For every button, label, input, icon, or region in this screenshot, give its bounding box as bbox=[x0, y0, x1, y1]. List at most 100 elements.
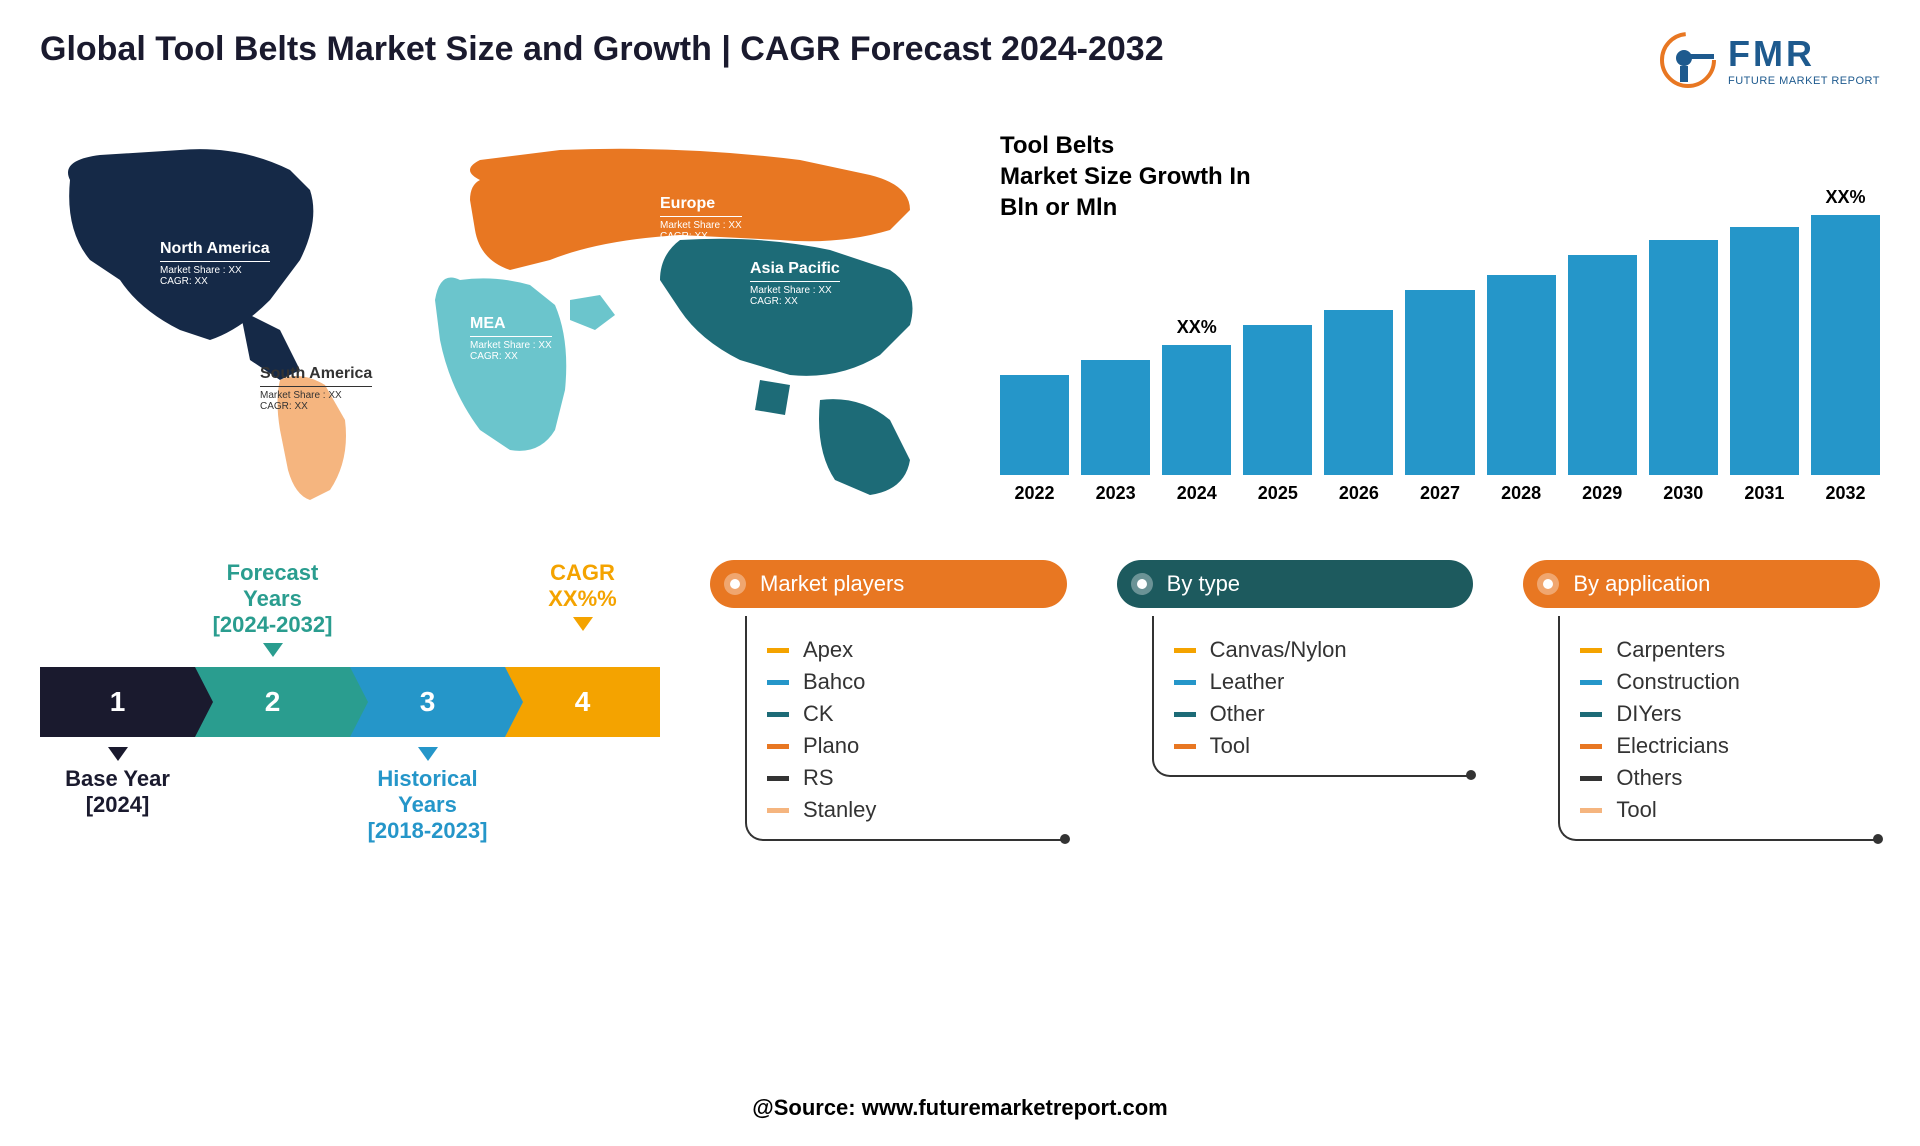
bar-year-label: 2031 bbox=[1744, 483, 1784, 504]
timeline-label: CAGR bbox=[505, 560, 660, 586]
category-item-label: Other bbox=[1210, 701, 1265, 727]
bar-year-label: 2028 bbox=[1501, 483, 1541, 504]
bar-rect bbox=[1243, 325, 1312, 475]
category-item-label: CK bbox=[803, 701, 834, 727]
region-cagr: CAGR: XX bbox=[160, 276, 270, 287]
category-item-label: Electricians bbox=[1616, 733, 1728, 759]
region-label-europe: Europe Market Share : XX CAGR: XX bbox=[660, 195, 742, 242]
category-item-marker bbox=[1580, 744, 1602, 749]
category-item-label: Canvas/Nylon bbox=[1210, 637, 1347, 663]
region-label-south-america: South America Market Share : XX CAGR: XX bbox=[260, 365, 372, 412]
bar-year-label: 2023 bbox=[1096, 483, 1136, 504]
timeline: Forecast Years [2024-2032] CAGR XX%% 123… bbox=[40, 560, 660, 844]
category-item-marker bbox=[1580, 808, 1602, 813]
category-bracket: Apex Bahco CK Plano RS Stanley bbox=[745, 616, 1067, 841]
category-item-marker bbox=[767, 776, 789, 781]
world-map: North America Market Share : XX CAGR: XX… bbox=[40, 130, 960, 510]
timeline-sublabel: XX%% bbox=[505, 586, 660, 612]
category-item-marker bbox=[1174, 648, 1196, 653]
category-item-label: Bahco bbox=[803, 669, 865, 695]
page-title: Global Tool Belts Market Size and Growth… bbox=[40, 30, 1164, 69]
category-header: By type bbox=[1117, 560, 1474, 608]
region-label-mea: MEA Market Share : XX CAGR: XX bbox=[470, 315, 552, 362]
timeline-sublabel: [2018-2023] bbox=[350, 818, 505, 844]
bar-rect bbox=[1324, 310, 1393, 475]
timeline-label: Historical Years bbox=[350, 766, 505, 818]
category-item-label: Leather bbox=[1210, 669, 1285, 695]
bar-2022: 2022 bbox=[1000, 375, 1069, 504]
category-item: Leather bbox=[1174, 669, 1474, 695]
bar-2029: 2029 bbox=[1568, 255, 1637, 504]
category-header: By application bbox=[1523, 560, 1880, 608]
category-item-label: Others bbox=[1616, 765, 1682, 791]
region-label-north-america: North America Market Share : XX CAGR: XX bbox=[160, 240, 270, 287]
timeline-segment-2: 2 bbox=[195, 667, 350, 737]
category-item: Canvas/Nylon bbox=[1174, 637, 1474, 663]
source-text: @Source: www.futuremarketreport.com bbox=[752, 1095, 1168, 1121]
region-name: South America bbox=[260, 365, 372, 383]
bar-annotation: XX% bbox=[1825, 187, 1865, 208]
region-cagr: CAGR: XX bbox=[660, 231, 742, 242]
logo-icon bbox=[1658, 30, 1718, 90]
bar-rect bbox=[1405, 290, 1474, 475]
category-item-label: RS bbox=[803, 765, 834, 791]
timeline-segment-num: 2 bbox=[265, 686, 281, 718]
category-item-label: Construction bbox=[1616, 669, 1740, 695]
category-item: Stanley bbox=[767, 797, 1067, 823]
bar-2028: 2028 bbox=[1487, 275, 1556, 504]
bar-year-label: 2030 bbox=[1663, 483, 1703, 504]
category-item-label: Tool bbox=[1210, 733, 1250, 759]
bar-year-label: 2026 bbox=[1339, 483, 1379, 504]
category-item-marker bbox=[1580, 712, 1602, 717]
chart-title-l2: Market Size Growth In bbox=[1000, 161, 1880, 192]
category-bracket: Carpenters Construction DIYers Electrici… bbox=[1558, 616, 1880, 841]
region-share: Market Share : XX bbox=[470, 340, 552, 351]
bar-2025: 2025 bbox=[1243, 325, 1312, 504]
bar-rect bbox=[1000, 375, 1069, 475]
category-item-marker bbox=[1580, 648, 1602, 653]
category-item-marker bbox=[767, 744, 789, 749]
region-cagr: CAGR: XX bbox=[750, 296, 840, 307]
category-item-marker bbox=[1174, 744, 1196, 749]
category-item: Electricians bbox=[1580, 733, 1880, 759]
timeline-segment-4: 4 bbox=[505, 667, 660, 737]
region-cagr: CAGR: XX bbox=[260, 401, 372, 412]
category-item: DIYers bbox=[1580, 701, 1880, 727]
timeline-sublabel: [2024] bbox=[40, 792, 195, 818]
category-market-players: Market players Apex Bahco CK Plano RS St… bbox=[710, 560, 1067, 844]
bar-rect bbox=[1081, 360, 1150, 475]
category-item: Others bbox=[1580, 765, 1880, 791]
bar-2027: 2027 bbox=[1405, 290, 1474, 504]
bar-rect bbox=[1649, 240, 1718, 475]
timeline-sublabel: [2024-2032] bbox=[195, 612, 350, 638]
category-item-marker bbox=[1174, 680, 1196, 685]
logo: FMR FUTURE MARKET REPORT bbox=[1658, 30, 1880, 90]
region-share: Market Share : XX bbox=[750, 285, 840, 296]
bar-rect bbox=[1730, 227, 1799, 475]
category-item-marker bbox=[1580, 776, 1602, 781]
bar-annotation: XX% bbox=[1177, 317, 1217, 338]
category-item-label: Stanley bbox=[803, 797, 876, 823]
bar-rect bbox=[1568, 255, 1637, 475]
bar-chart: Tool Belts Market Size Growth In Bln or … bbox=[1000, 130, 1880, 510]
bar-2026: 2026 bbox=[1324, 310, 1393, 504]
region-cagr: CAGR: XX bbox=[470, 351, 552, 362]
region-name: Europe bbox=[660, 195, 742, 213]
timeline-segment-num: 3 bbox=[420, 686, 436, 718]
category-item: Tool bbox=[1580, 797, 1880, 823]
timeline-segment-num: 4 bbox=[575, 686, 591, 718]
region-name: Asia Pacific bbox=[750, 260, 840, 278]
category-item-marker bbox=[767, 680, 789, 685]
category-item-marker bbox=[767, 808, 789, 813]
category-item: Plano bbox=[767, 733, 1067, 759]
category-item-marker bbox=[1174, 712, 1196, 717]
category-dot-icon bbox=[1131, 573, 1153, 595]
category-item-label: DIYers bbox=[1616, 701, 1681, 727]
bar-rect bbox=[1487, 275, 1556, 475]
category-item-label: Apex bbox=[803, 637, 853, 663]
region-name: North America bbox=[160, 240, 270, 258]
region-share: Market Share : XX bbox=[160, 265, 270, 276]
category-bracket: Canvas/Nylon Leather Other Tool bbox=[1152, 616, 1474, 777]
bar-2030: 2030 bbox=[1649, 240, 1718, 504]
timeline-segment-3: 3 bbox=[350, 667, 505, 737]
